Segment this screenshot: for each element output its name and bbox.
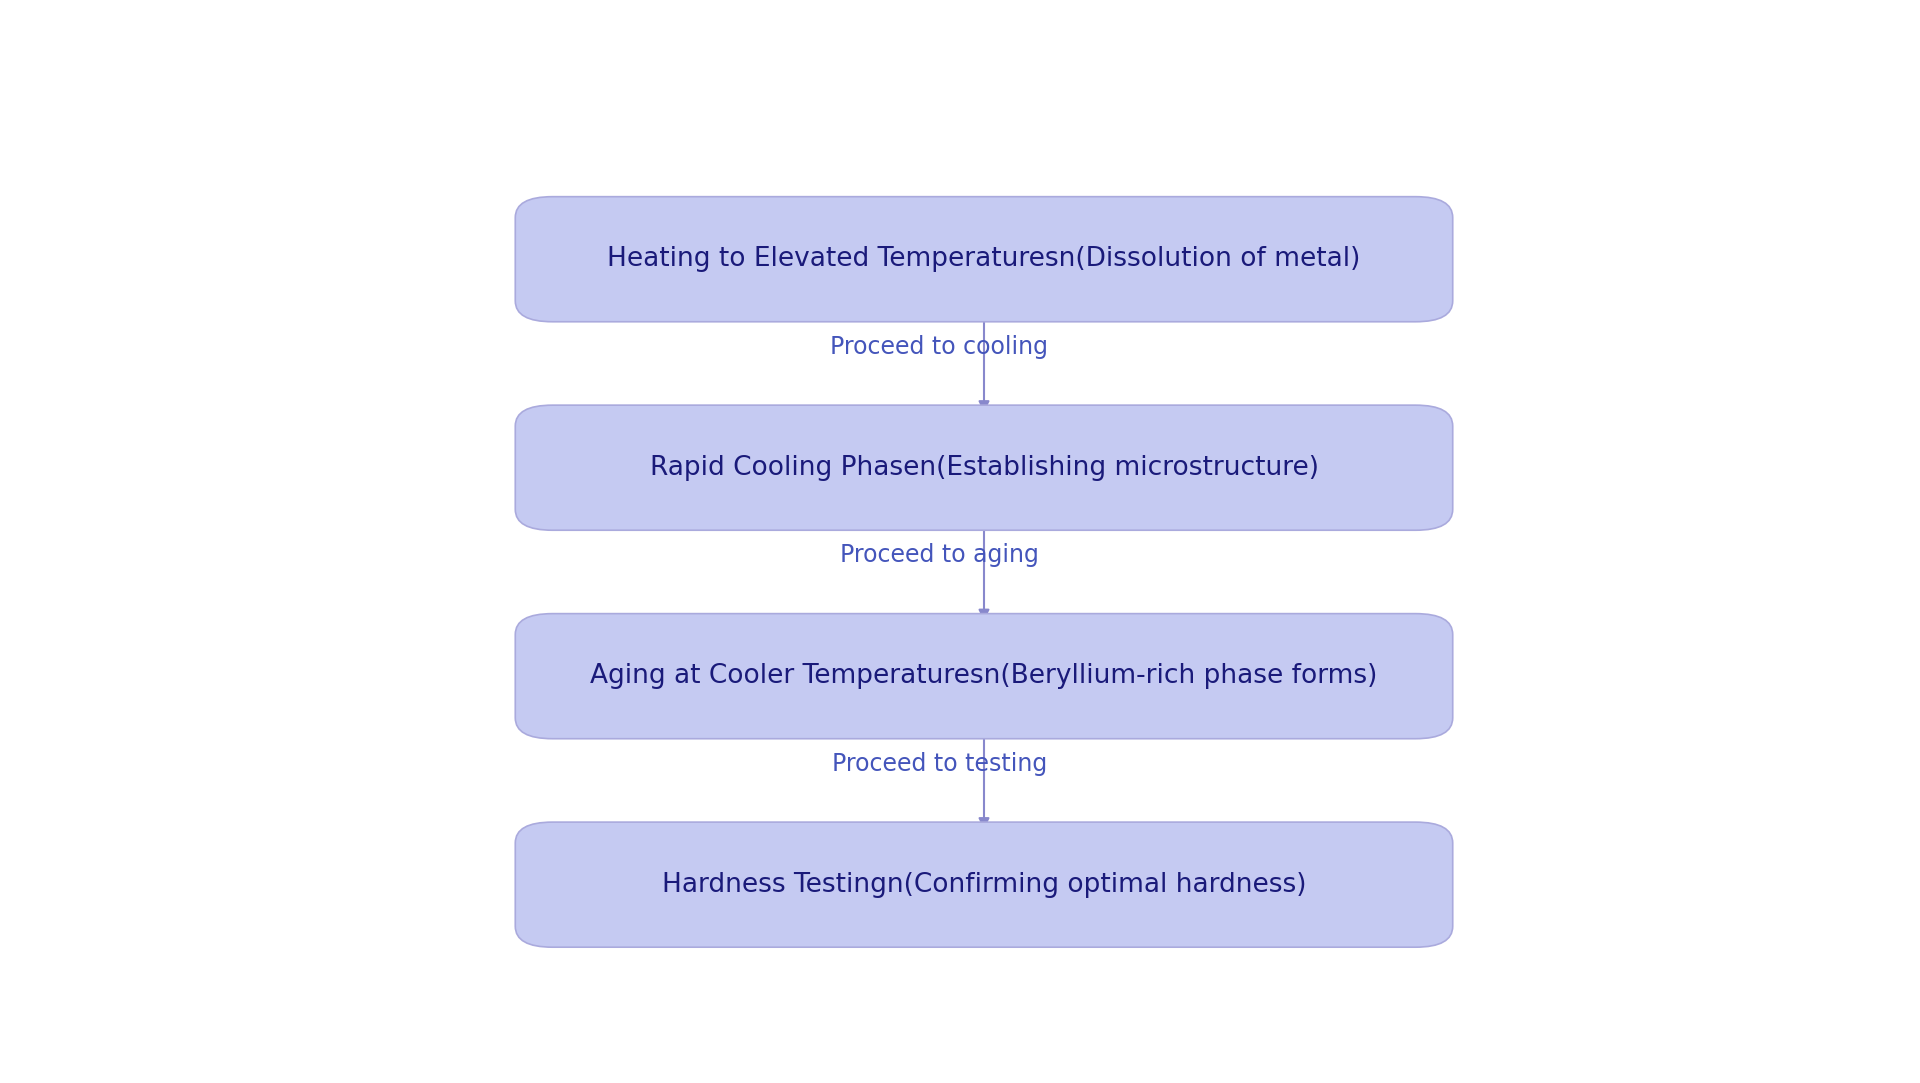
FancyBboxPatch shape xyxy=(515,197,1453,322)
Text: Aging at Cooler Temperaturesn(Beryllium-rich phase forms): Aging at Cooler Temperaturesn(Beryllium-… xyxy=(589,663,1379,689)
Text: Heating to Elevated Temperaturesn(Dissolution of metal): Heating to Elevated Temperaturesn(Dissol… xyxy=(607,246,1361,272)
FancyBboxPatch shape xyxy=(515,822,1453,948)
Text: Proceed to cooling: Proceed to cooling xyxy=(829,335,1048,358)
FancyBboxPatch shape xyxy=(515,405,1453,531)
FancyBboxPatch shape xyxy=(515,614,1453,739)
Text: Rapid Cooling Phasen(Establishing microstructure): Rapid Cooling Phasen(Establishing micros… xyxy=(649,455,1319,481)
Text: Proceed to testing: Proceed to testing xyxy=(831,752,1046,775)
Text: Proceed to aging: Proceed to aging xyxy=(839,544,1039,567)
Text: Hardness Testingn(Confirming optimal hardness): Hardness Testingn(Confirming optimal har… xyxy=(662,872,1306,898)
